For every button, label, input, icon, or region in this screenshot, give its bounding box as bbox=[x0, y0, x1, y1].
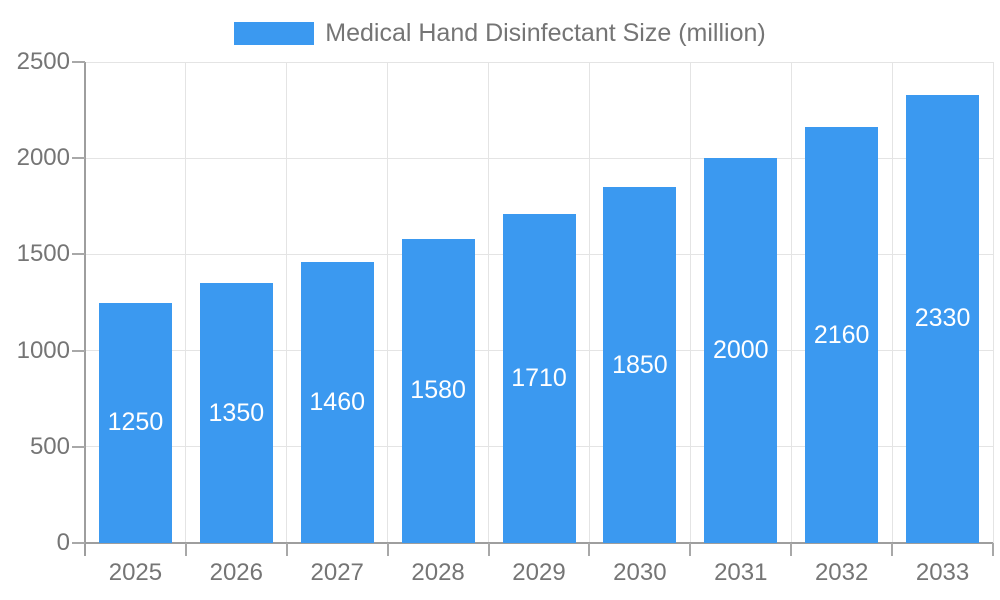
y-axis-label: 500 bbox=[29, 432, 70, 460]
bar: 1850 bbox=[603, 187, 677, 543]
v-gridline bbox=[488, 62, 490, 543]
y-axis-tick bbox=[72, 253, 85, 256]
x-axis-label: 2028 bbox=[411, 559, 465, 586]
h-gridline bbox=[85, 61, 993, 63]
bar-value-label: 2000 bbox=[712, 336, 769, 365]
bar: 1350 bbox=[199, 283, 273, 543]
x-axis-tick bbox=[285, 543, 288, 556]
y-axis-label: 2000 bbox=[16, 144, 70, 172]
y-axis-label: 0 bbox=[56, 529, 70, 556]
y-axis-tick bbox=[72, 61, 85, 63]
x-axis-label: 2026 bbox=[209, 559, 263, 586]
v-gridline bbox=[790, 62, 792, 543]
h-gridline bbox=[85, 157, 993, 159]
x-axis-line bbox=[85, 542, 993, 544]
v-gridline bbox=[185, 62, 187, 543]
x-axis-tick bbox=[588, 543, 591, 556]
x-axis-tick bbox=[487, 543, 490, 556]
x-axis-tick bbox=[184, 543, 187, 556]
bar-value-label: 1460 bbox=[309, 388, 366, 417]
bar: 1460 bbox=[300, 262, 374, 543]
bar: 2160 bbox=[805, 127, 879, 543]
bar-value-label: 2330 bbox=[914, 304, 971, 333]
legend-label: Medical Hand Disinfectant Size (million) bbox=[325, 19, 766, 47]
v-gridline bbox=[387, 62, 389, 543]
x-axis-label: 2029 bbox=[512, 559, 566, 586]
v-gridline bbox=[588, 62, 590, 543]
x-axis-label: 2025 bbox=[108, 559, 163, 586]
v-gridline bbox=[689, 62, 691, 543]
v-gridline bbox=[891, 62, 893, 543]
bar-value-label: 1250 bbox=[107, 408, 164, 437]
x-axis-tick bbox=[992, 543, 994, 556]
y-axis-label: 2500 bbox=[16, 48, 70, 75]
bar-value-label: 1580 bbox=[410, 376, 466, 405]
y-axis-line bbox=[84, 62, 86, 556]
v-gridline bbox=[286, 62, 288, 543]
bar: 2330 bbox=[906, 94, 980, 543]
bar: 1580 bbox=[401, 239, 475, 543]
x-axis-tick bbox=[891, 543, 894, 556]
x-axis-label: 2030 bbox=[613, 559, 667, 586]
bar: 1710 bbox=[502, 213, 576, 543]
legend-swatch bbox=[234, 22, 315, 45]
x-axis-label: 2032 bbox=[814, 559, 869, 586]
bar-value-label: 1710 bbox=[511, 363, 567, 392]
v-gridline bbox=[992, 62, 994, 543]
bar-value-label: 1850 bbox=[612, 350, 668, 379]
y-axis-label: 1000 bbox=[16, 336, 70, 364]
y-axis-tick bbox=[72, 349, 85, 352]
x-axis-tick bbox=[790, 543, 793, 556]
bar-value-label: 1350 bbox=[208, 398, 265, 427]
chart-legend[interactable]: Medical Hand Disinfectant Size (million) bbox=[0, 19, 1000, 48]
x-axis-label: 2033 bbox=[915, 559, 970, 586]
y-axis-label: 1500 bbox=[16, 240, 70, 268]
y-axis-tick bbox=[72, 157, 85, 160]
x-axis-tick bbox=[386, 543, 389, 556]
y-axis-tick bbox=[72, 542, 85, 544]
bar: 1250 bbox=[98, 302, 172, 543]
bar: 2000 bbox=[704, 158, 778, 543]
y-axis-tick bbox=[72, 445, 85, 448]
x-axis-tick bbox=[689, 543, 692, 556]
bar-value-label: 2160 bbox=[813, 320, 870, 349]
x-axis-label: 2027 bbox=[310, 559, 364, 586]
x-axis-label: 2031 bbox=[714, 559, 768, 586]
